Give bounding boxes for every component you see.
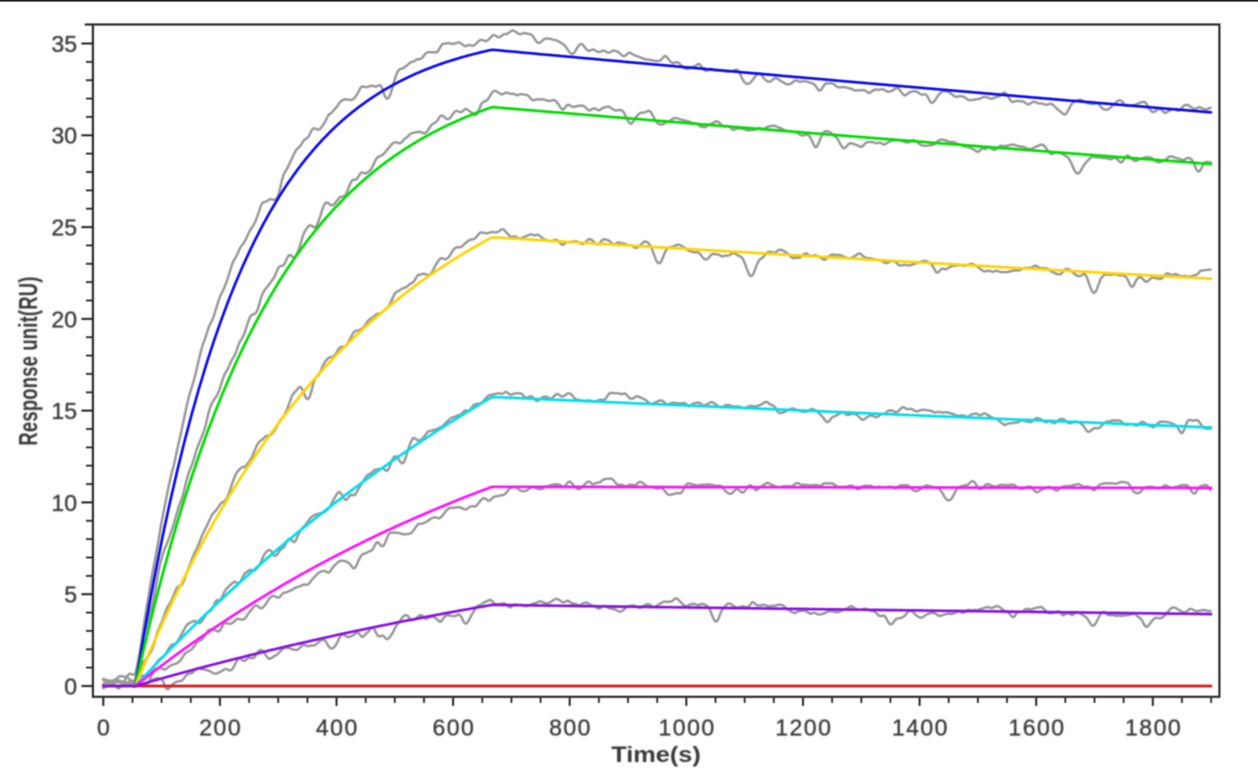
svg-text:0: 0 <box>97 715 111 741</box>
svg-text:35: 35 <box>51 31 77 57</box>
svg-text:10: 10 <box>51 490 77 516</box>
svg-text:1400: 1400 <box>892 715 949 741</box>
svg-text:1000: 1000 <box>659 715 716 741</box>
svg-text:400: 400 <box>316 715 359 741</box>
svg-text:20: 20 <box>51 306 77 332</box>
svg-text:1600: 1600 <box>1008 715 1065 741</box>
svg-text:30: 30 <box>51 123 77 149</box>
svg-text:25: 25 <box>51 215 77 241</box>
svg-text:800: 800 <box>549 715 592 741</box>
svg-text:1800: 1800 <box>1125 715 1182 741</box>
svg-text:600: 600 <box>432 715 475 741</box>
svg-text:0: 0 <box>64 673 77 699</box>
svg-text:Response unit(RU): Response unit(RU) <box>13 276 43 445</box>
svg-text:Time(s): Time(s) <box>611 743 700 767</box>
svg-text:15: 15 <box>51 398 77 424</box>
svg-text:200: 200 <box>199 715 242 741</box>
svg-text:1200: 1200 <box>775 715 832 741</box>
svg-text:5: 5 <box>64 582 77 608</box>
